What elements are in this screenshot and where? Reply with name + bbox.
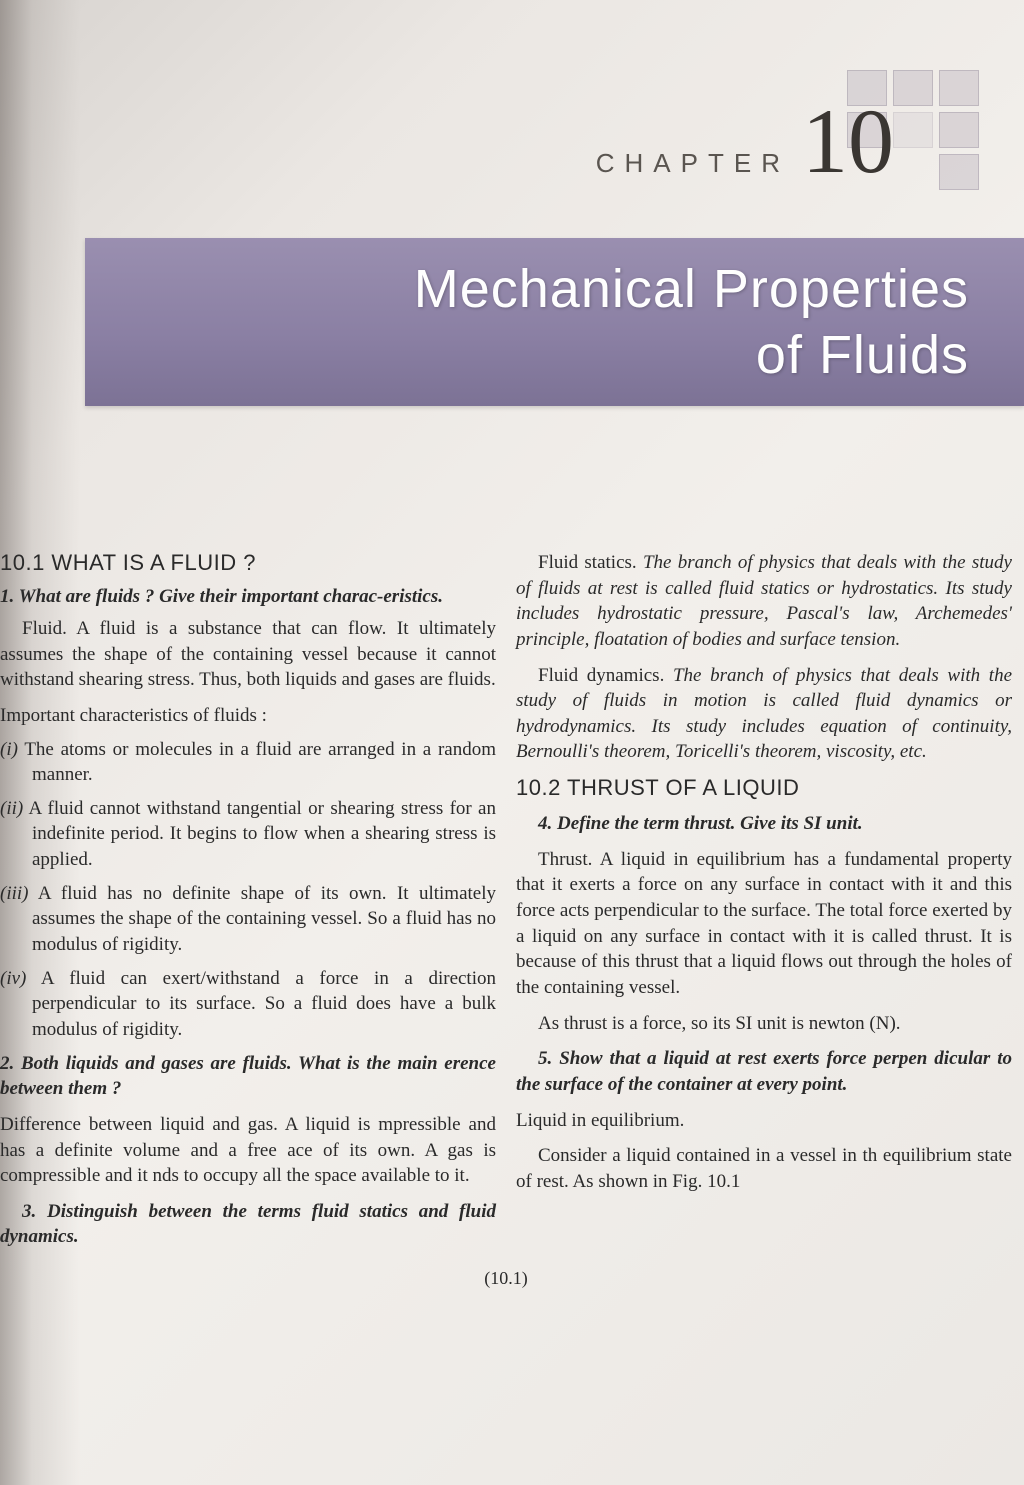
fluid-dynamics: Fluid dynamics. The branch of physics th… — [516, 663, 1012, 766]
question-3: 3. Distinguish between the terms fluid s… — [0, 1199, 496, 1250]
characteristic-ii: (ii) A fluid cannot withstand tangential… — [0, 796, 496, 873]
chapter-label: CHAPTER — [596, 148, 790, 179]
chapter-header: CHAPTER 10 — [596, 105, 894, 179]
characteristic-iv: (iv) A fluid can exert/withstand a force… — [0, 966, 496, 1043]
chapter-number: 10 — [802, 105, 894, 179]
page-number: (10.1) — [0, 1268, 1012, 1289]
section-heading-10-2: 10.2 THRUST OF A LIQUID — [516, 775, 1012, 801]
characteristics-intro: Important characteristics of fluids : — [0, 703, 496, 729]
question-2: 2. Both liquids and gases are fluids. Wh… — [0, 1051, 496, 1102]
fluid-definition: Fluid. A fluid is a substance that can f… — [0, 616, 496, 693]
characteristic-iii: (iii) A fluid has no definite shape of i… — [0, 881, 496, 958]
liquid-equilibrium-body: Consider a liquid contained in a vessel … — [516, 1143, 1012, 1194]
chapter-title-line1: Mechanical Properties — [414, 258, 969, 320]
characteristic-i: (i) The atoms or molecules in a fluid ar… — [0, 737, 496, 788]
section-heading-10-1: 10.1 WHAT IS A FLUID ? — [0, 550, 496, 576]
thrust-unit: As thrust is a force, so its SI unit is … — [516, 1011, 1012, 1037]
chapter-title-banner: Mechanical Properties of Fluids — [85, 238, 1024, 406]
question-4: 4. Define the term thrust. Give its SI u… — [516, 811, 1012, 837]
chapter-title-line2: of Fluids — [756, 324, 969, 386]
body-text-columns: 10.1 WHAT IS A FLUID ? 1. What are fluid… — [0, 550, 1024, 1485]
question-5: 5. Show that a liquid at rest exerts for… — [516, 1046, 1012, 1097]
thrust-definition: Thrust. A liquid in equilibrium has a fu… — [516, 847, 1012, 1001]
liquid-equilibrium-heading: Liquid in equilibrium. — [516, 1108, 1012, 1134]
difference-liquid-gas: Difference between liquid and gas. A liq… — [0, 1112, 496, 1189]
fluid-statics: Fluid statics. The branch of physics tha… — [516, 550, 1012, 653]
question-1: 1. What are fluids ? Give their importan… — [0, 586, 496, 608]
